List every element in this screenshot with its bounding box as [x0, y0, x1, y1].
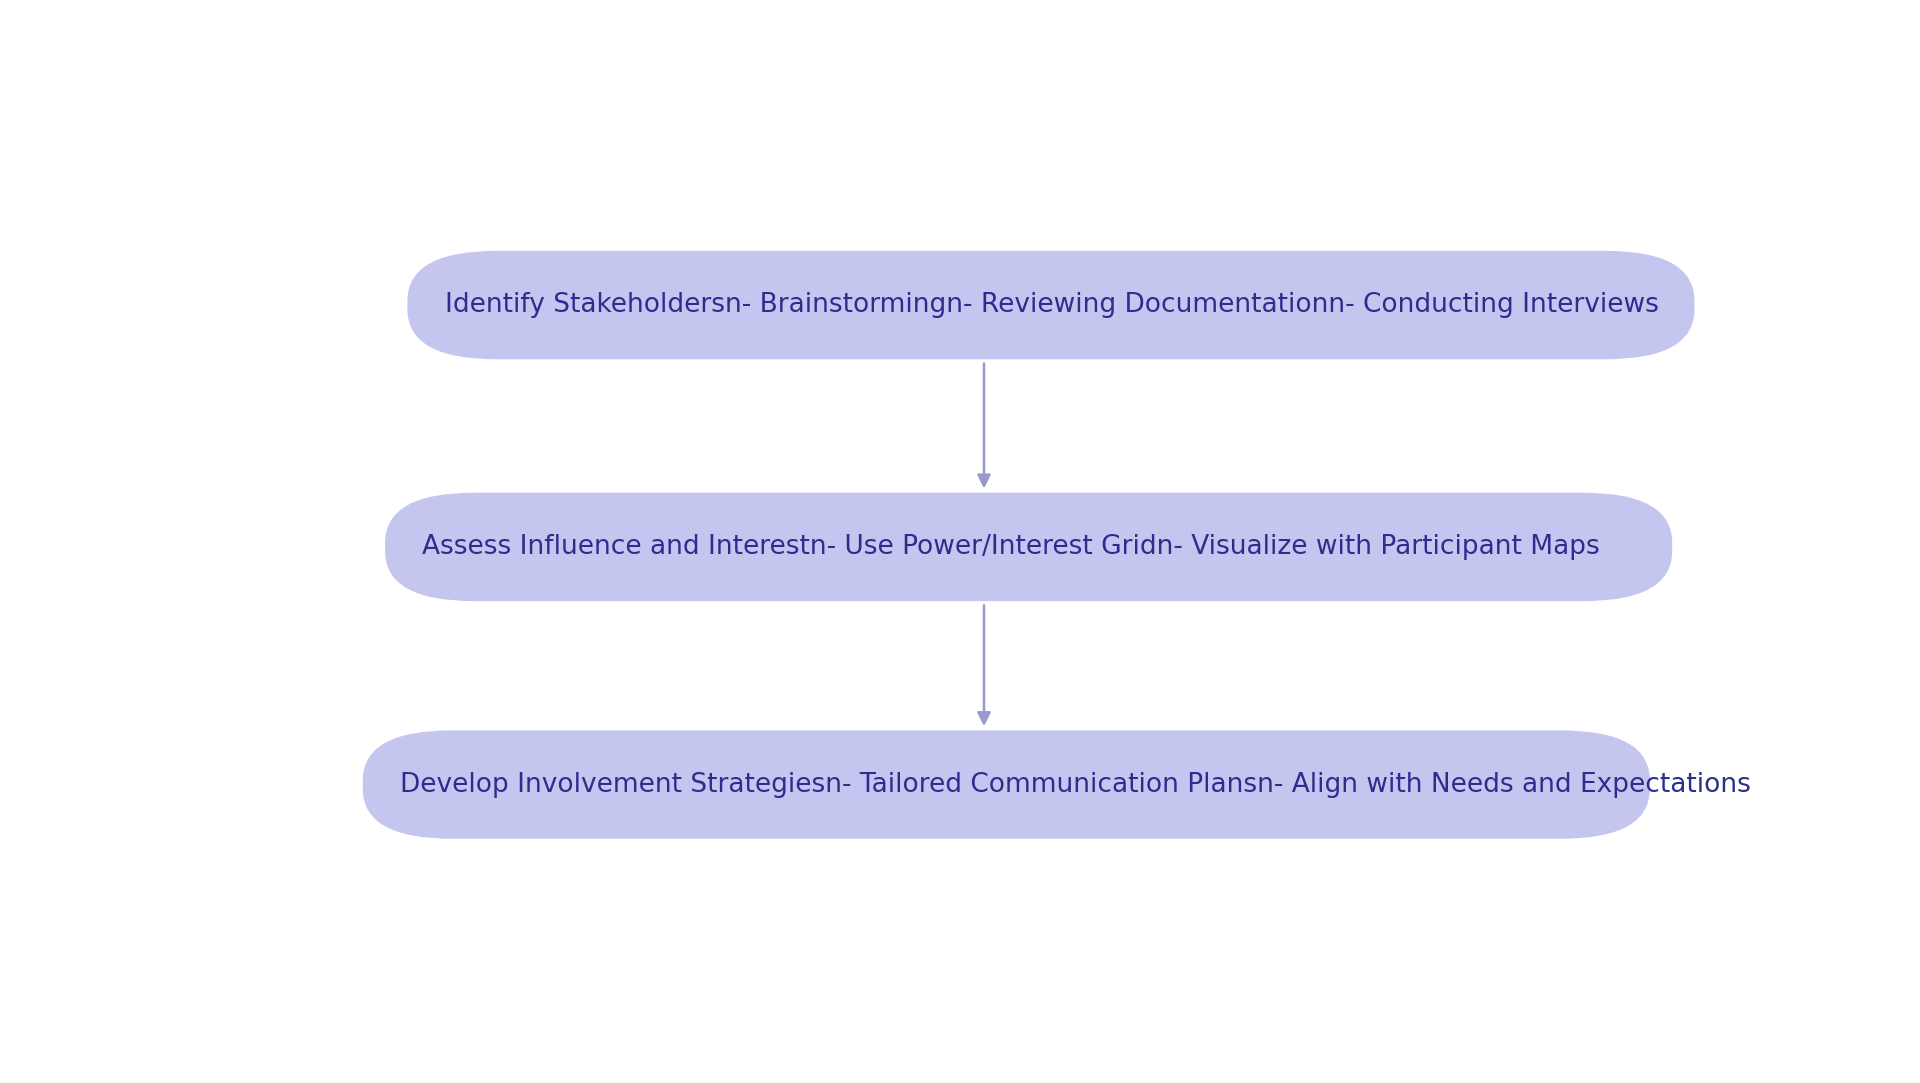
FancyBboxPatch shape: [407, 251, 1695, 360]
Text: Develop Involvement Strategiesn- Tailored Communication Plansn- Align with Needs: Develop Involvement Strategiesn- Tailore…: [399, 771, 1751, 797]
FancyBboxPatch shape: [363, 730, 1649, 839]
Text: Identify Stakeholdersn- Brainstormingn- Reviewing Documentationn- Conducting Int: Identify Stakeholdersn- Brainstormingn- …: [445, 292, 1659, 318]
FancyBboxPatch shape: [386, 493, 1672, 601]
Text: Assess Influence and Interestn- Use Power/Interest Gridn- Visualize with Partici: Assess Influence and Interestn- Use Powe…: [422, 534, 1599, 560]
